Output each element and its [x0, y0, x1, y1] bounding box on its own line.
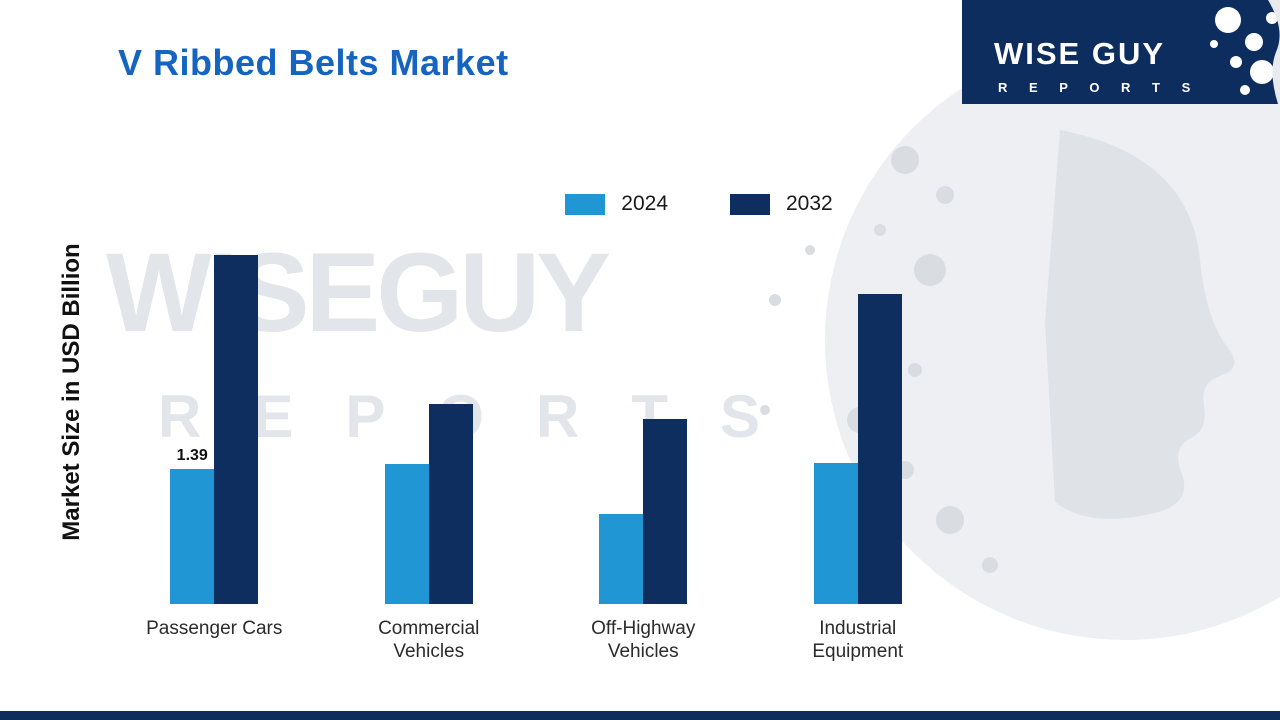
- category-label: Commercial Vehicles: [378, 618, 480, 662]
- legend-swatch-2032: [730, 193, 770, 215]
- bar-group: Off-Highway Vehicles: [591, 250, 695, 662]
- legend-label-2032: 2032: [786, 192, 833, 215]
- legend-label-2024: 2024: [621, 192, 668, 215]
- bar-chart: 1.39 Passenger Cars Commercial Vehicles Off…: [107, 250, 965, 662]
- bar-pair: [384, 404, 473, 604]
- watermark-line1: WISEGUY: [106, 230, 611, 355]
- legend-swatch-2024: [565, 193, 606, 215]
- bar-2032: [643, 419, 688, 604]
- bar-pair: [813, 294, 902, 604]
- footer-bar: [0, 711, 1280, 720]
- bar-pair: [599, 419, 688, 604]
- category-label: Off-Highway Vehicles: [591, 618, 696, 662]
- page-title: V Ribbed Belts Market: [118, 42, 509, 83]
- logo-subtitle: R E P O R T S: [998, 80, 1200, 95]
- category-label: Industrial Equipment: [812, 618, 904, 662]
- bar-2032: [857, 294, 902, 604]
- legend-item-2032: 2032: [730, 192, 833, 216]
- bar-2024: [384, 464, 429, 604]
- bar-2024: [813, 463, 858, 604]
- bar-value-label: 1.39: [176, 447, 208, 464]
- bar-group: Industrial Equipment: [812, 250, 903, 662]
- category-label: Passenger Cars: [146, 618, 283, 639]
- face-profile-shape: [1045, 130, 1235, 519]
- logo-face-profile: [1268, 0, 1280, 104]
- bar-2024: [599, 514, 644, 604]
- bar-group: 1.39 Passenger Cars: [146, 250, 282, 639]
- logo-wordmark: WISE GUY: [994, 36, 1166, 71]
- legend-item-2024: 2024: [565, 192, 668, 216]
- bar-2032: [428, 404, 473, 604]
- chart-legend: 2024 2032: [0, 192, 1280, 216]
- logo-face-dots-icon: [1210, 0, 1280, 104]
- bar-2024: 1.39: [170, 447, 215, 604]
- y-axis-label: Market Size in USD Billion: [58, 243, 85, 541]
- bar-2032: [214, 255, 259, 604]
- bar-group: Commercial Vehicles: [378, 250, 479, 662]
- bar-pair: 1.39: [170, 255, 259, 604]
- logo: WISE GUY R E P O R T S: [962, 0, 1280, 104]
